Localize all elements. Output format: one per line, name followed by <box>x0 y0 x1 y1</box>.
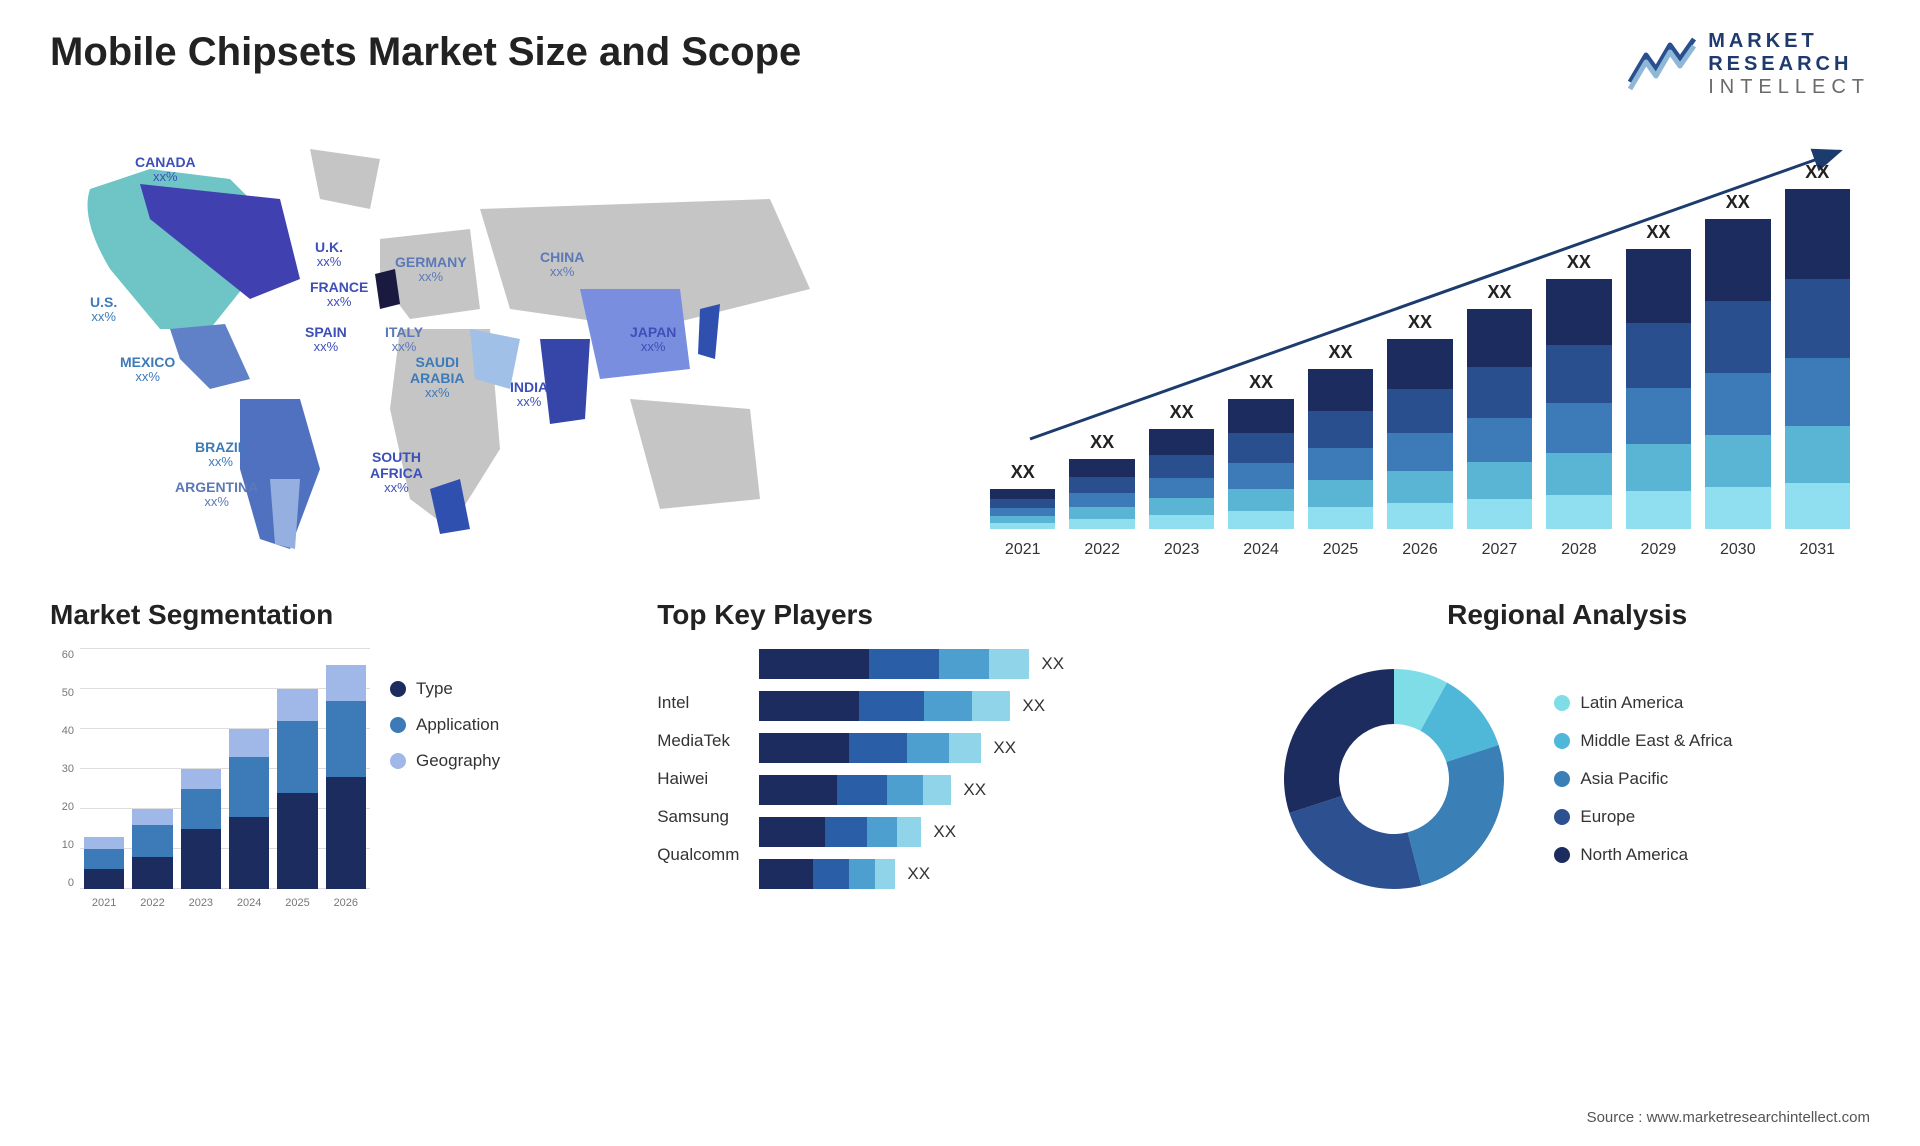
legend-item: North America <box>1554 845 1732 865</box>
key-player-bar: XX <box>759 691 1214 721</box>
segmentation-x-label: 2024 <box>229 897 269 909</box>
map-label: BRAZILxx% <box>195 439 246 470</box>
key-player-name: Intel <box>657 693 739 713</box>
legend-item: Application <box>390 715 500 735</box>
growth-bar: XX <box>1228 372 1293 529</box>
growth-bar: XX <box>1069 432 1134 529</box>
segmentation-x-label: 2021 <box>84 897 124 909</box>
key-players-names: Intel MediaTek Haiwei Samsung Qualcomm <box>657 649 739 889</box>
key-player-bar: XX <box>759 775 1214 805</box>
page-title: Mobile Chipsets Market Size and Scope <box>50 30 801 75</box>
map-label: ARGENTINAxx% <box>175 479 258 510</box>
growth-x-label: 2024 <box>1228 541 1293 559</box>
segmentation-bar <box>229 729 269 889</box>
segmentation-panel: Market Segmentation 6050403020100 202120… <box>50 599 607 909</box>
map-label: ITALYxx% <box>385 324 423 355</box>
growth-x-label: 2026 <box>1387 541 1452 559</box>
segmentation-legend: Type Application Geography <box>390 649 500 909</box>
growth-bar: XX <box>1785 162 1850 529</box>
segmentation-bar <box>84 837 124 889</box>
growth-bar: XX <box>1149 402 1214 529</box>
key-player-bar: XX <box>759 649 1214 679</box>
map-label: SPAINxx% <box>305 324 347 355</box>
growth-bar: XX <box>1705 192 1770 529</box>
segmentation-x-label: 2022 <box>132 897 172 909</box>
segmentation-bar <box>326 665 366 889</box>
segmentation-bar <box>132 809 172 889</box>
segmentation-title: Market Segmentation <box>50 599 607 631</box>
key-players-bars: XX XX XX XX XX XX <box>759 649 1214 889</box>
key-player-name: MediaTek <box>657 731 739 751</box>
map-label: GERMANYxx% <box>395 254 467 285</box>
map-label: FRANCExx% <box>310 279 368 310</box>
key-player-bar: XX <box>759 733 1214 763</box>
growth-x-label: 2027 <box>1467 541 1532 559</box>
key-player-bar: XX <box>759 817 1214 847</box>
key-player-name: Qualcomm <box>657 845 739 865</box>
key-player-bar: XX <box>759 859 1214 889</box>
regional-legend: Latin America Middle East & Africa Asia Pa… <box>1554 693 1732 865</box>
growth-bar: XX <box>1626 222 1691 529</box>
donut-segment <box>1408 745 1504 886</box>
donut-segment <box>1290 796 1422 889</box>
logo-line1: MARKET <box>1708 30 1870 53</box>
map-label: SAUDIARABIAxx% <box>410 354 464 401</box>
legend-item: Asia Pacific <box>1554 769 1732 789</box>
growth-x-label: 2031 <box>1785 541 1850 559</box>
map-label: CHINAxx% <box>540 249 584 280</box>
world-map: CANADAxx% U.S.xx% MEXICOxx% BRAZILxx% ARGENT… <box>50 129 930 559</box>
growth-bar: XX <box>1308 342 1373 529</box>
logo-line2: RESEARCH <box>1708 53 1870 76</box>
legend-item: Europe <box>1554 807 1732 827</box>
growth-bar: XX <box>1467 282 1532 529</box>
map-label: SOUTHAFRICAxx% <box>370 449 423 496</box>
legend-item: Middle East & Africa <box>1554 731 1732 751</box>
segmentation-x-label: 2023 <box>181 897 221 909</box>
growth-bar: XX <box>990 462 1055 529</box>
growth-x-label: 2028 <box>1546 541 1611 559</box>
key-player-name: Samsung <box>657 807 739 827</box>
map-label: U.S.xx% <box>90 294 117 325</box>
growth-bar: XX <box>1387 312 1452 529</box>
source-credit: Source : www.marketresearchintellect.com <box>1587 1109 1870 1126</box>
logo-line3: INTELLECT <box>1708 76 1870 99</box>
map-label: INDIAxx% <box>510 379 548 410</box>
segmentation-x-label: 2026 <box>326 897 366 909</box>
donut-segment <box>1284 669 1394 813</box>
key-player-name: Haiwei <box>657 769 739 789</box>
map-label: U.K.xx% <box>315 239 343 270</box>
map-label: CANADAxx% <box>135 154 196 185</box>
legend-item: Type <box>390 679 500 699</box>
regional-title: Regional Analysis <box>1264 599 1870 631</box>
growth-x-label: 2023 <box>1149 541 1214 559</box>
segmentation-bar <box>181 769 221 889</box>
regional-panel: Regional Analysis Latin America Middle Ea… <box>1264 599 1870 909</box>
growth-stacked-chart: XXXXXXXXXXXXXXXXXXXXXX 20212022202320242… <box>980 129 1860 559</box>
legend-item: Latin America <box>1554 693 1732 713</box>
regional-donut <box>1264 649 1524 909</box>
key-players-title: Top Key Players <box>657 599 1214 631</box>
growth-x-label: 2021 <box>990 541 1055 559</box>
legend-item: Geography <box>390 751 500 771</box>
map-label: JAPANxx% <box>630 324 676 355</box>
map-label: MEXICOxx% <box>120 354 175 385</box>
segmentation-bar <box>277 689 317 889</box>
growth-x-label: 2022 <box>1069 541 1134 559</box>
key-players-panel: Top Key Players Intel MediaTek Haiwei Samsu… <box>657 599 1214 909</box>
brand-logo: MARKET RESEARCH INTELLECT <box>1628 30 1870 99</box>
growth-bar: XX <box>1546 252 1611 529</box>
segmentation-chart: 6050403020100 202120222023202420252026 <box>50 649 370 909</box>
segmentation-x-label: 2025 <box>277 897 317 909</box>
growth-x-label: 2025 <box>1308 541 1373 559</box>
growth-x-label: 2030 <box>1705 541 1770 559</box>
growth-x-label: 2029 <box>1626 541 1691 559</box>
